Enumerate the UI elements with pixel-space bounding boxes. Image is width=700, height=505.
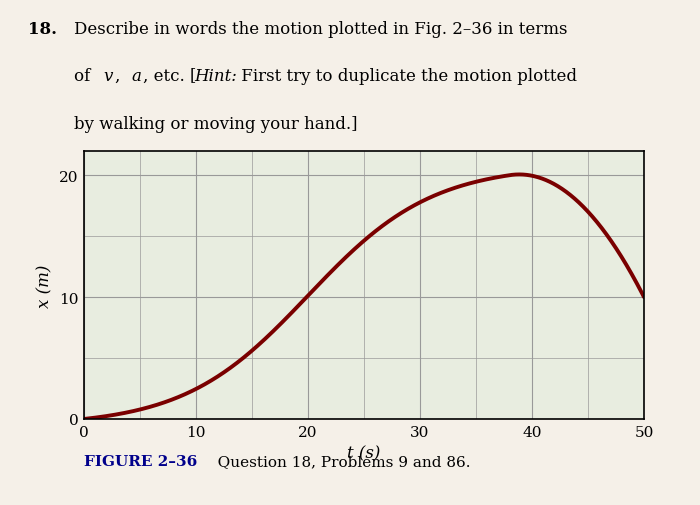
X-axis label: t (s): t (s)	[347, 444, 381, 461]
Text: Question 18, Problems 9 and 86.: Question 18, Problems 9 and 86.	[203, 454, 470, 469]
Text: ,: ,	[115, 68, 125, 85]
Text: v: v	[104, 68, 113, 85]
Y-axis label: x (m): x (m)	[36, 264, 53, 307]
Text: by walking or moving your hand.]: by walking or moving your hand.]	[74, 116, 357, 133]
Text: of: of	[74, 68, 95, 85]
Text: , etc. [: , etc. [	[143, 68, 196, 85]
Text: Hint:: Hint:	[195, 68, 237, 85]
Text: a: a	[132, 68, 141, 85]
Text: FIGURE 2–36: FIGURE 2–36	[84, 454, 197, 469]
Text: First try to duplicate the motion plotted: First try to duplicate the motion plotte…	[236, 68, 577, 85]
Text: Describe in words the motion plotted in Fig. 2–36 in terms: Describe in words the motion plotted in …	[74, 21, 567, 38]
Text: 18.: 18.	[28, 21, 57, 38]
